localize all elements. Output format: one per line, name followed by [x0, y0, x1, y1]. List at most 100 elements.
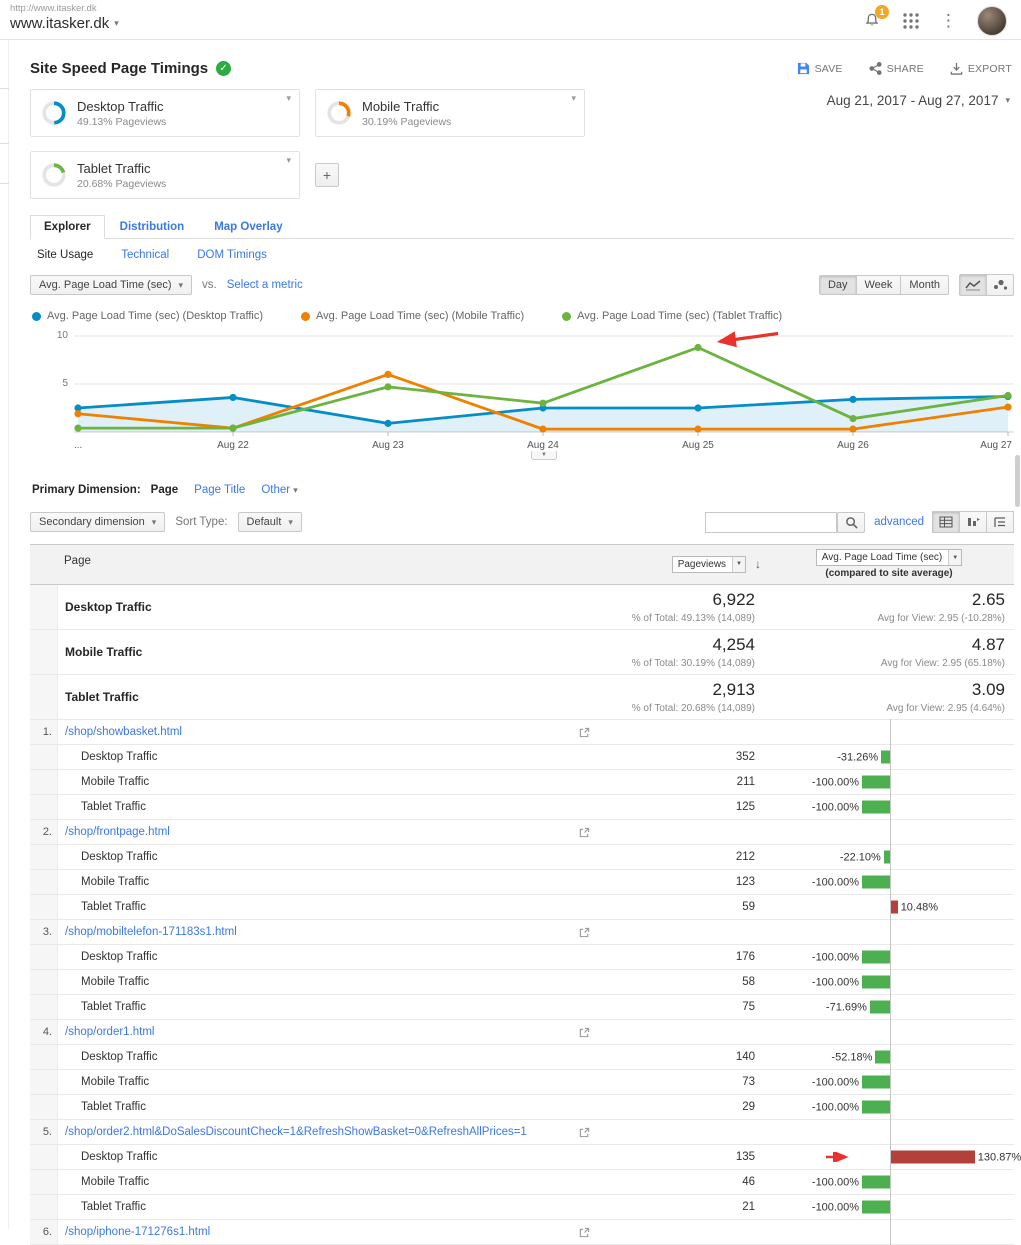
- granularity-day[interactable]: Day: [818, 275, 857, 295]
- page-url-link[interactable]: /shop/mobiltelefon-171183s1.html: [65, 926, 237, 938]
- dimension-other[interactable]: Other ▾: [261, 484, 298, 496]
- compared-to-average-label: (compared to site average): [825, 568, 953, 579]
- sort-type-label: Sort Type:: [175, 516, 228, 528]
- avatar[interactable]: [977, 6, 1007, 36]
- date-range-selector[interactable]: Aug 21, 2017 - Aug 27, 2017 ▾: [827, 93, 1010, 108]
- report-content: Site Speed Page Timings ✓ SAVE SHARE EXP…: [30, 40, 1021, 1245]
- granularity-month[interactable]: Month: [900, 275, 949, 295]
- apps-grid-button[interactable]: [902, 12, 920, 30]
- page-url-link[interactable]: /shop/order1.html: [65, 1026, 155, 1038]
- open-in-new-icon: [579, 827, 590, 837]
- comparison-view-icon: [968, 518, 980, 526]
- loadtime-column-dropdown[interactable]: Avg. Page Load Time (sec) ▼: [815, 549, 963, 566]
- open-in-new-button[interactable]: [579, 1127, 590, 1138]
- page-url-link[interactable]: /shop/showbasket.html: [65, 726, 182, 738]
- pageviews-column-dropdown[interactable]: Pageviews ▼: [671, 555, 746, 573]
- account-selector[interactable]: www.itasker.dk ▾: [10, 15, 119, 32]
- dimension-page-title[interactable]: Page Title: [194, 484, 246, 496]
- open-in-new-button[interactable]: [579, 827, 590, 838]
- advanced-link[interactable]: advanced: [874, 516, 924, 528]
- tablet-data-point[interactable]: [74, 424, 82, 432]
- tablet-data-point[interactable]: [384, 383, 392, 391]
- secondary-dimension-button[interactable]: Secondary dimension ▾: [30, 512, 166, 532]
- mobile-data-point[interactable]: [849, 425, 857, 433]
- legend-dot: [562, 311, 572, 321]
- tab-explorer[interactable]: Explorer: [30, 215, 105, 239]
- desktop-data-point[interactable]: [384, 419, 392, 427]
- share-button[interactable]: SHARE: [869, 62, 924, 75]
- segment-card-tablet[interactable]: Tablet Traffic 20.68% Pageviews ▾: [30, 151, 300, 199]
- scrollbar-thumb[interactable]: [1015, 455, 1020, 507]
- tablet-data-point[interactable]: [229, 424, 237, 432]
- red-arrow-icon: [826, 1152, 849, 1162]
- chevron-down-icon: ▾: [286, 93, 291, 103]
- dimension-page[interactable]: Page: [150, 484, 179, 496]
- mobile-data-point[interactable]: [694, 425, 702, 433]
- subtab-dom-timings[interactable]: DOM Timings: [197, 249, 267, 261]
- tablet-data-point[interactable]: [539, 399, 547, 407]
- comparison-view-button[interactable]: [959, 511, 987, 533]
- save-button[interactable]: SAVE: [797, 62, 843, 75]
- select-metric-link[interactable]: Select a metric: [226, 279, 303, 291]
- comparison-pct: -100.00%: [811, 1076, 859, 1088]
- desktop-data-point[interactable]: [74, 404, 82, 412]
- notifications-button[interactable]: 1: [862, 5, 889, 31]
- desktop-data-point[interactable]: [229, 393, 237, 402]
- comparison-pct: -100.00%: [811, 876, 859, 888]
- pageviews-total-subtext: % of Total: 30.19% (14,089): [631, 658, 755, 669]
- pageviews-total-subtext: % of Total: 49.13% (14,089): [631, 613, 755, 624]
- segment-name: Tablet Traffic: [77, 160, 151, 176]
- page-url-link[interactable]: /shop/iphone-171276s1.html: [65, 1226, 211, 1238]
- add-segment-button[interactable]: +: [315, 163, 339, 187]
- page-url-link[interactable]: /shop/order2.html&DoSalesDiscountCheck=1…: [65, 1126, 527, 1138]
- tablet-data-point[interactable]: [849, 414, 857, 423]
- motion-chart-button[interactable]: [986, 274, 1014, 296]
- export-button[interactable]: EXPORT: [950, 62, 1012, 75]
- mobile-data-point[interactable]: [539, 425, 547, 433]
- open-in-new-button[interactable]: [579, 927, 590, 938]
- table-search-input[interactable]: [705, 511, 838, 533]
- subtab-site-usage[interactable]: Site Usage: [37, 249, 94, 261]
- open-in-new-button[interactable]: [579, 1227, 590, 1238]
- tab-distribution[interactable]: Distribution: [119, 221, 185, 233]
- mobile-data-point[interactable]: [1004, 403, 1012, 411]
- x-axis-label: Aug 25: [682, 440, 714, 451]
- tablet-data-point[interactable]: [694, 343, 702, 352]
- granularity-week[interactable]: Week: [855, 275, 902, 295]
- open-in-new-button[interactable]: [579, 1027, 590, 1038]
- page-cell: /shop/mobiltelefon-171183s1.html: [58, 920, 602, 944]
- more-menu-button[interactable]: ⋮: [940, 11, 957, 31]
- axis-expand-tab[interactable]: ▼: [531, 451, 557, 460]
- comparison-wrap: -100.00%: [812, 1200, 890, 1214]
- table-view-button[interactable]: [932, 511, 960, 533]
- metric-controls: Avg. Page Load Time (sec) ▾ vs. Select a…: [30, 274, 1014, 296]
- plus-icon: +: [322, 167, 332, 183]
- metric-dropdown[interactable]: Avg. Page Load Time (sec) ▾: [30, 275, 193, 295]
- mobile-data-point[interactable]: [384, 370, 392, 378]
- page-row: 6. /shop/iphone-171276s1.html: [30, 1219, 1014, 1245]
- table-search-button[interactable]: [837, 511, 866, 533]
- segment-row: Tablet Traffic 75 -71.69%: [30, 994, 1014, 1020]
- open-in-new-button[interactable]: [579, 727, 590, 738]
- segment-label: Tablet Traffic: [81, 901, 146, 913]
- page-row: 1. /shop/showbasket.html: [30, 719, 1014, 745]
- subtab-technical[interactable]: Technical: [121, 249, 170, 261]
- comparison-wrap: -22.10%: [840, 850, 890, 864]
- left-rail: [0, 40, 9, 1229]
- segment-card-desktop[interactable]: Desktop Traffic 49.13% Pageviews ▾: [30, 89, 300, 137]
- segment-card-mobile[interactable]: Mobile Traffic 30.19% Pageviews ▾: [315, 89, 585, 137]
- row-gutter: [30, 1070, 58, 1094]
- segment-label: Desktop Traffic: [81, 751, 158, 763]
- tab-map-overlay[interactable]: Map Overlay: [214, 221, 283, 233]
- sort-descending-icon[interactable]: ↓: [755, 557, 761, 571]
- line-chart-button[interactable]: [959, 274, 987, 296]
- comparison-cell: [764, 1119, 1014, 1145]
- page-url-link[interactable]: /shop/frontpage.html: [65, 826, 170, 838]
- desktop-data-point[interactable]: [694, 404, 702, 412]
- sort-type-dropdown[interactable]: Default ▾: [237, 512, 302, 532]
- pivot-view-button[interactable]: [986, 511, 1014, 533]
- tablet-data-point[interactable]: [1004, 391, 1012, 400]
- desktop-data-point[interactable]: [849, 395, 857, 403]
- segment-row: Tablet Traffic 125 -100.00%: [30, 794, 1014, 820]
- mobile-data-point[interactable]: [74, 410, 82, 418]
